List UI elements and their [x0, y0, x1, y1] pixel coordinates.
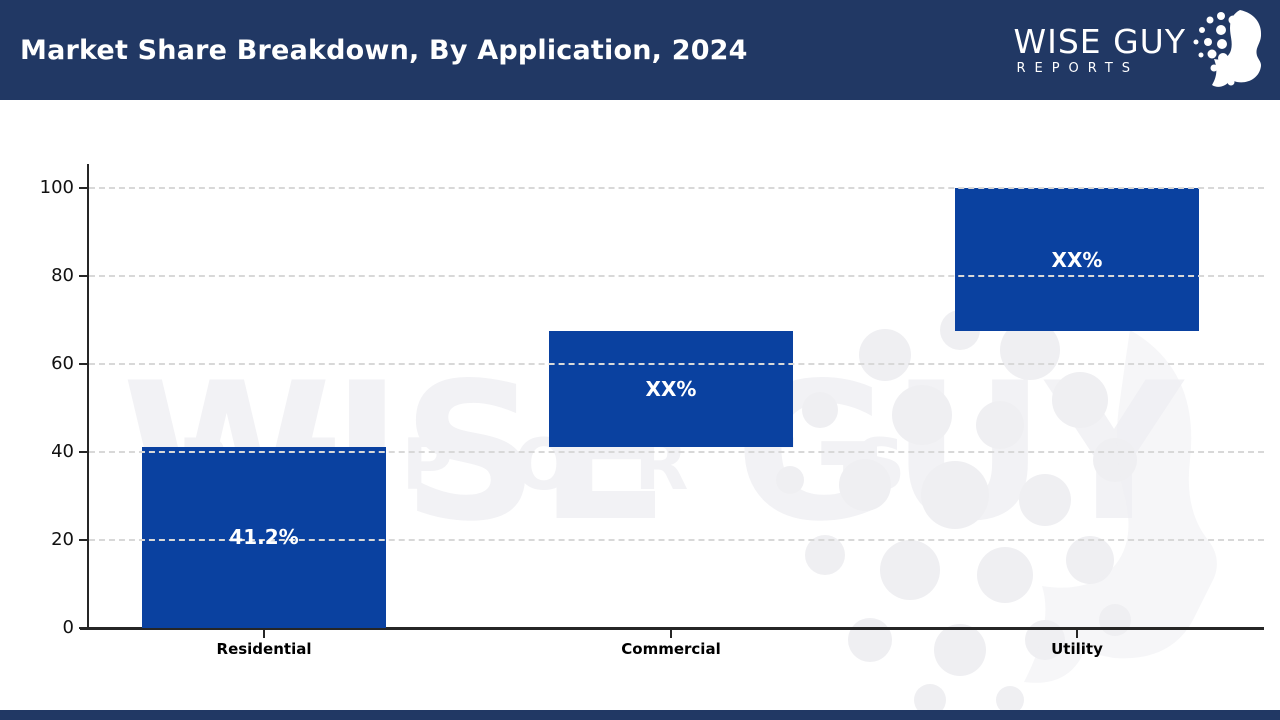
logo-text: WISE GUY REPORTS — [1013, 25, 1186, 75]
y-tick-label: 80 — [51, 265, 74, 286]
bar-residential — [142, 446, 386, 628]
category-label-residential: Residential — [216, 640, 312, 658]
bar-value-label: XX% — [1051, 247, 1103, 272]
y-tick-mark — [79, 187, 88, 189]
bar-utility — [955, 188, 1199, 331]
y-tick-mark — [79, 539, 88, 541]
footer-strip — [0, 710, 1280, 720]
category-label-commercial: Commercial — [621, 640, 721, 658]
y-tick-label: 40 — [51, 441, 74, 462]
chart-title: Market Share Breakdown, By Application, … — [20, 34, 748, 66]
gridline — [89, 275, 1264, 277]
y-tick-label: 100 — [39, 177, 74, 198]
bar-value-label: 41.2% — [229, 525, 299, 550]
gridline — [89, 451, 1264, 453]
y-tick-label: 60 — [51, 353, 74, 374]
header-banner: Market Share Breakdown, By Application, … — [0, 0, 1280, 100]
category-label-utility: Utility — [1051, 640, 1103, 658]
wise-guy-reports-logo: WISE GUY REPORTS — [1013, 8, 1280, 92]
gridline — [89, 539, 1264, 541]
x-tick-mark — [670, 630, 672, 638]
x-axis-line — [80, 627, 1264, 630]
y-tick-label: 0 — [62, 617, 74, 638]
logo-face-icon — [1193, 10, 1262, 87]
gridline — [89, 187, 1264, 189]
gridline — [89, 363, 1264, 365]
bar-value-label: XX% — [645, 376, 697, 401]
y-tick-mark — [79, 451, 88, 453]
y-tick-mark — [79, 275, 88, 277]
y-tick-mark — [79, 363, 88, 365]
logo-wiseguy-label: WISE GUY — [1013, 22, 1186, 61]
x-tick-mark — [263, 630, 265, 638]
y-tick-label: 20 — [51, 529, 74, 550]
bar-commercial — [549, 331, 793, 447]
logo-reports-label: REPORTS — [1016, 61, 1140, 76]
y-axis-line — [87, 164, 89, 629]
y-tick-mark — [79, 627, 88, 629]
x-tick-mark — [1076, 630, 1078, 638]
